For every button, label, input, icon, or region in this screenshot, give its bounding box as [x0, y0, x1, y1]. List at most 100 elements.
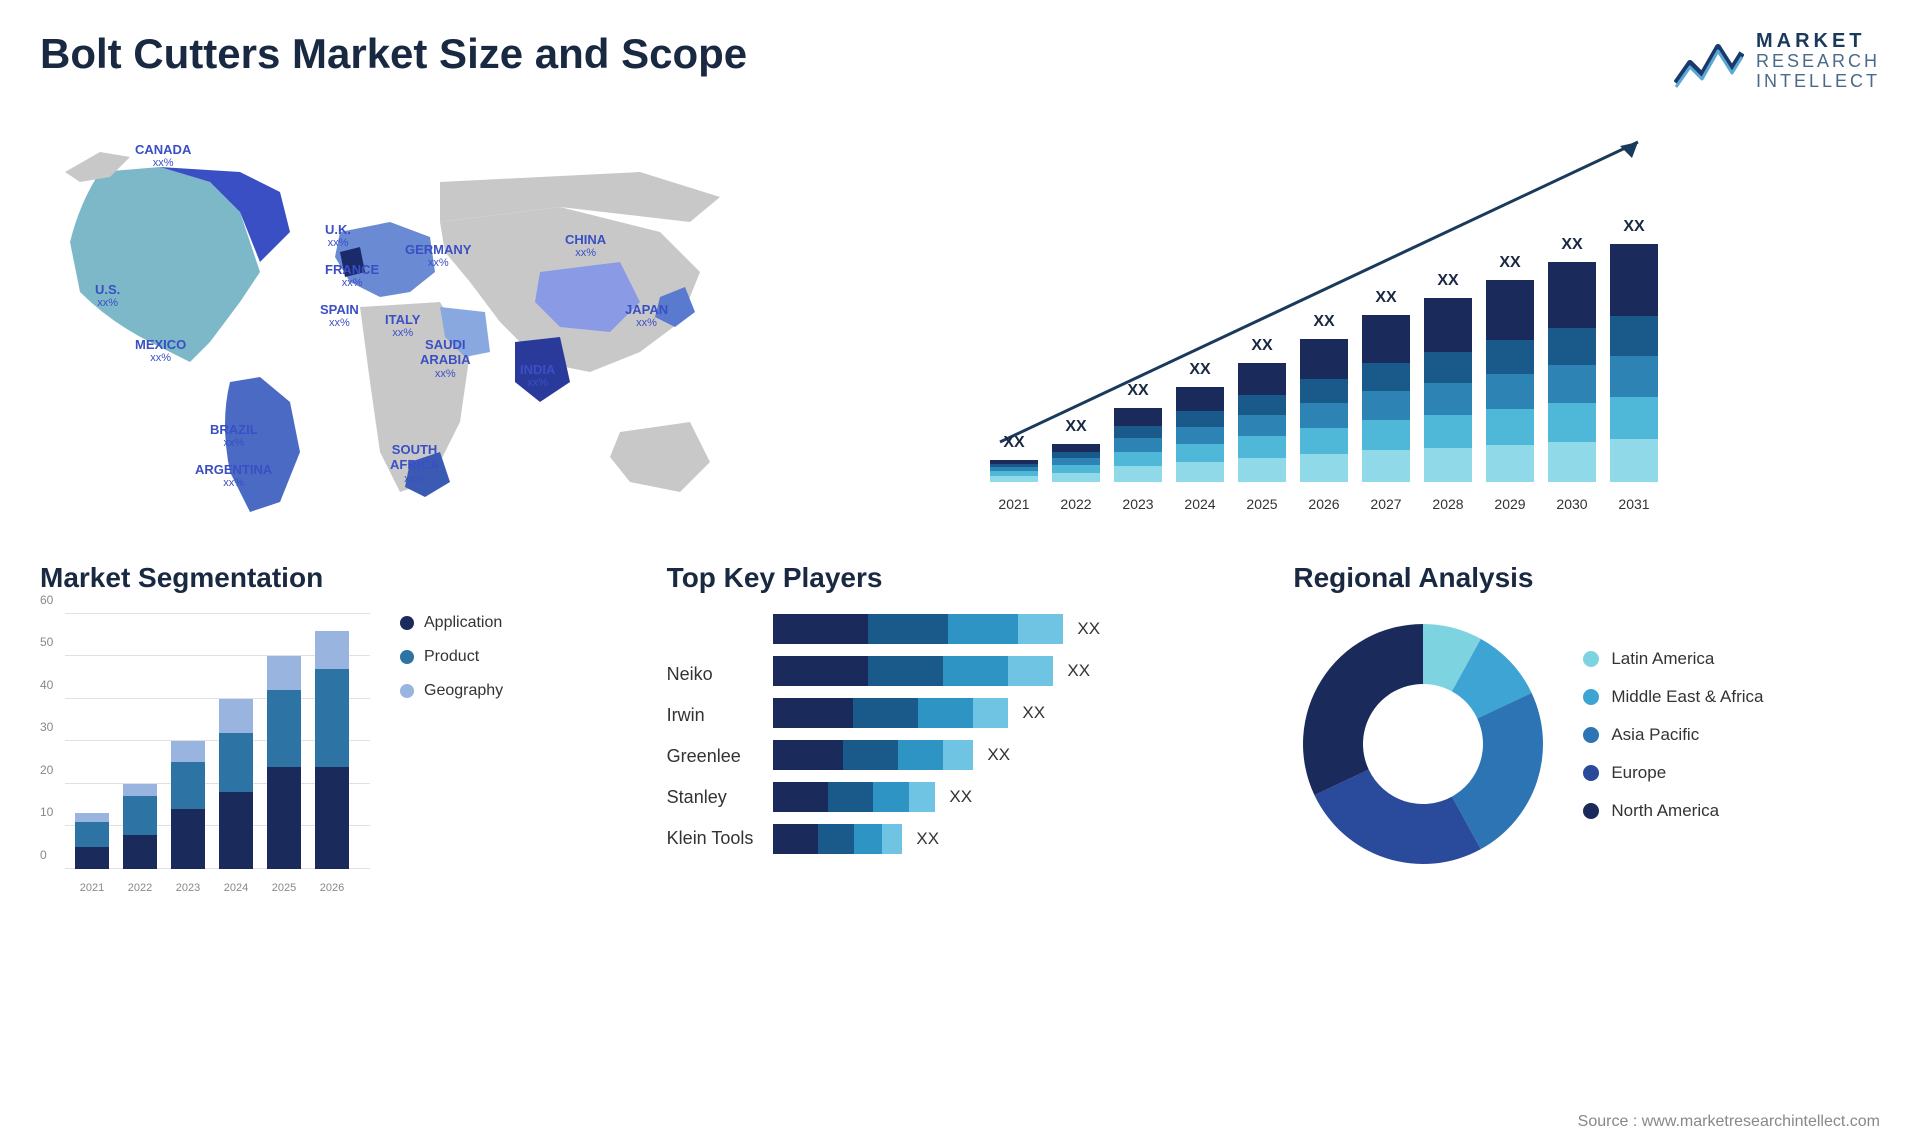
regional-title: Regional Analysis	[1293, 562, 1880, 594]
seg-ytick: 10	[40, 805, 53, 819]
key-players-title: Top Key Players	[667, 562, 1254, 594]
growth-bar	[1300, 339, 1348, 482]
seg-bar	[123, 784, 157, 869]
growth-bar	[1424, 298, 1472, 482]
map-label: SOUTHAFRICAxx%	[390, 442, 439, 486]
logo-text-1: MARKET	[1756, 30, 1880, 52]
kp-name: Irwin	[667, 705, 754, 726]
regional-legend: Latin AmericaMiddle East & AfricaAsia Pa…	[1583, 649, 1763, 839]
key-players-panel: Top Key Players NeikoIrwinGreenleeStanle…	[667, 562, 1254, 894]
seg-legend-item: Product	[400, 648, 503, 666]
map-label: U.S.xx%	[95, 282, 120, 311]
seg-bar	[315, 631, 349, 869]
reg-legend-item: Asia Pacific	[1583, 725, 1763, 745]
growth-bar-year: 2029	[1486, 496, 1534, 512]
growth-bar-year: 2024	[1176, 496, 1224, 512]
growth-bar-value: XX	[1176, 361, 1224, 379]
segmentation-title: Market Segmentation	[40, 562, 627, 594]
growth-bar-year: 2021	[990, 496, 1038, 512]
kp-bar-value: XX	[1022, 703, 1045, 723]
growth-bar-year: 2025	[1238, 496, 1286, 512]
growth-bar-value: XX	[1548, 236, 1596, 254]
map-label: JAPANxx%	[625, 302, 668, 331]
growth-bar-value: XX	[1610, 218, 1658, 236]
kp-bar-value: XX	[1067, 661, 1090, 681]
kp-bar-value: XX	[987, 745, 1010, 765]
donut-slice	[1303, 624, 1423, 795]
growth-bar	[1176, 387, 1224, 482]
logo-text-3: INTELLECT	[1756, 72, 1880, 92]
growth-bar-year: 2026	[1300, 496, 1348, 512]
growth-bar-value: XX	[1114, 382, 1162, 400]
logo-text-2: RESEARCH	[1756, 52, 1880, 72]
seg-bar-year: 2023	[171, 882, 205, 894]
growth-bar	[1052, 444, 1100, 482]
kp-name: Stanley	[667, 787, 754, 808]
growth-bar	[1486, 280, 1534, 482]
growth-bar-value: XX	[1362, 289, 1410, 307]
growth-bar-year: 2027	[1362, 496, 1410, 512]
logo-mark-icon	[1674, 33, 1744, 89]
map-label: BRAZILxx%	[210, 422, 258, 451]
kp-bar-value: XX	[949, 787, 972, 807]
seg-bar	[171, 741, 205, 869]
growth-bar-value: XX	[1052, 418, 1100, 436]
segmentation-chart: 0102030405060202120222023202420252026	[40, 614, 370, 894]
seg-legend-item: Application	[400, 614, 503, 632]
map-label: ITALYxx%	[385, 312, 420, 341]
map-label: MEXICOxx%	[135, 337, 186, 366]
kp-bar-row: XX	[773, 656, 1253, 686]
map-label: FRANCExx%	[325, 262, 379, 291]
donut-svg	[1293, 614, 1553, 874]
kp-name: Neiko	[667, 664, 754, 685]
growth-bar-value: XX	[1424, 272, 1472, 290]
kp-bar-row: XX	[773, 782, 1253, 812]
source-text: Source : www.marketresearchintellect.com	[1578, 1113, 1880, 1131]
map-label: INDIAxx%	[520, 362, 555, 391]
growth-bar-value: XX	[1238, 337, 1286, 355]
growth-bar-value: XX	[1486, 254, 1534, 272]
world-map: CANADAxx%U.S.xx%MEXICOxx%BRAZILxx%ARGENT…	[40, 122, 940, 522]
seg-bar-year: 2024	[219, 882, 253, 894]
seg-bar	[75, 813, 109, 868]
growth-bar-year: 2031	[1610, 496, 1658, 512]
seg-bar-year: 2026	[315, 882, 349, 894]
growth-bar	[1362, 315, 1410, 482]
seg-bar-year: 2022	[123, 882, 157, 894]
page-title: Bolt Cutters Market Size and Scope	[40, 30, 747, 78]
seg-bar-year: 2025	[267, 882, 301, 894]
kp-bar-row: XX	[773, 698, 1253, 728]
seg-ytick: 0	[40, 848, 47, 862]
logo: MARKET RESEARCH INTELLECT	[1674, 30, 1880, 92]
map-label: SPAINxx%	[320, 302, 359, 331]
seg-ytick: 50	[40, 635, 53, 649]
seg-bar	[267, 656, 301, 869]
reg-legend-item: Middle East & Africa	[1583, 687, 1763, 707]
growth-bar	[1238, 363, 1286, 482]
growth-bar-year: 2028	[1424, 496, 1472, 512]
seg-legend-item: Geography	[400, 682, 503, 700]
reg-legend-item: Europe	[1583, 763, 1763, 783]
seg-ytick: 40	[40, 678, 53, 692]
top-row: CANADAxx%U.S.xx%MEXICOxx%BRAZILxx%ARGENT…	[40, 122, 1880, 522]
kp-bar-row: XX	[773, 614, 1253, 644]
seg-bar	[219, 699, 253, 869]
map-label: GERMANYxx%	[405, 242, 471, 271]
bottom-row: Market Segmentation 01020304050602021202…	[40, 562, 1880, 894]
map-label: U.K.xx%	[325, 222, 351, 251]
seg-ytick: 60	[40, 593, 53, 607]
kp-bar-row: XX	[773, 740, 1253, 770]
regional-panel: Regional Analysis Latin AmericaMiddle Ea…	[1293, 562, 1880, 894]
growth-chart: 2021XX2022XX2023XX2024XX2025XX2026XX2027…	[980, 122, 1880, 522]
seg-ytick: 30	[40, 720, 53, 734]
kp-bar-row: XX	[773, 824, 1253, 854]
map-label: CHINAxx%	[565, 232, 606, 261]
growth-bar-year: 2022	[1052, 496, 1100, 512]
growth-bar-year: 2030	[1548, 496, 1596, 512]
key-players-bars: XX XX XX XX XX XX	[773, 614, 1253, 866]
kp-bar-value: XX	[916, 829, 939, 849]
growth-bar	[1610, 244, 1658, 482]
growth-bar-value: XX	[1300, 313, 1348, 331]
map-label: ARGENTINAxx%	[195, 462, 272, 491]
growth-bar-value: XX	[990, 434, 1038, 452]
